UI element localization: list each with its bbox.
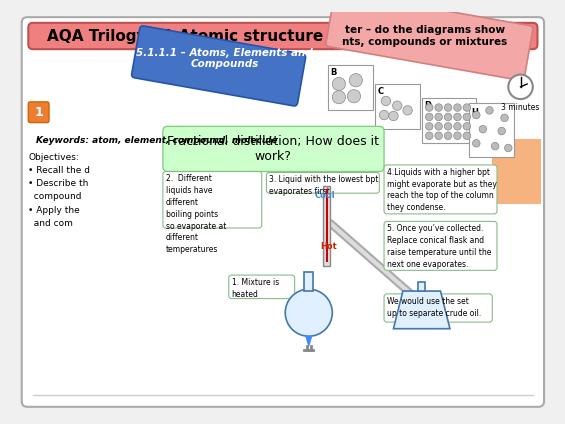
Text: 3. Liquid with the lowest bpt
evaporates first: 3. Liquid with the lowest bpt evaporates… <box>270 175 379 196</box>
FancyBboxPatch shape <box>163 172 262 228</box>
FancyBboxPatch shape <box>132 26 306 106</box>
Circle shape <box>463 113 471 121</box>
Circle shape <box>435 113 442 121</box>
FancyBboxPatch shape <box>229 275 295 298</box>
Circle shape <box>444 123 452 130</box>
Circle shape <box>435 104 442 111</box>
Circle shape <box>498 127 506 135</box>
Circle shape <box>444 104 452 111</box>
FancyBboxPatch shape <box>384 294 492 322</box>
FancyBboxPatch shape <box>492 139 541 204</box>
Circle shape <box>454 123 461 130</box>
FancyBboxPatch shape <box>469 103 514 157</box>
Circle shape <box>393 101 402 110</box>
FancyBboxPatch shape <box>384 165 497 214</box>
Circle shape <box>505 144 512 152</box>
FancyBboxPatch shape <box>21 17 544 407</box>
Circle shape <box>444 132 452 139</box>
Circle shape <box>379 110 389 120</box>
Text: Objectives:
• Recall the d
• Describe th
  compound
• Apply the
  and com: Objectives: • Recall the d • Describe th… <box>28 153 90 228</box>
Circle shape <box>435 123 442 130</box>
FancyBboxPatch shape <box>421 98 476 143</box>
Text: 3 minutes: 3 minutes <box>501 103 540 112</box>
Circle shape <box>472 111 480 119</box>
Text: H: H <box>472 108 479 117</box>
Text: Cool: Cool <box>314 190 335 200</box>
Text: AQA Trilogy C1 Atomic structure and the periodic table: AQA Trilogy C1 Atomic structure and the … <box>47 28 518 44</box>
Circle shape <box>454 132 461 139</box>
Polygon shape <box>306 336 311 346</box>
Text: C: C <box>377 87 384 96</box>
Circle shape <box>425 113 433 121</box>
Circle shape <box>435 132 442 139</box>
Text: 4.Liquids with a higher bpt
might evaporate but as they
reach the top of the col: 4.Liquids with a higher bpt might evapor… <box>387 168 497 212</box>
FancyBboxPatch shape <box>384 221 497 271</box>
Polygon shape <box>393 291 450 329</box>
Circle shape <box>463 123 471 130</box>
Text: 1. Mixture is
heated: 1. Mixture is heated <box>232 278 279 298</box>
Circle shape <box>454 113 461 121</box>
Bar <box>323 186 331 266</box>
Text: 2.  Different
liquids have
different
boiling points
so evaporate at
different
te: 2. Different liquids have different boil… <box>166 174 226 254</box>
FancyBboxPatch shape <box>28 23 537 49</box>
Text: D: D <box>424 101 432 110</box>
Circle shape <box>425 104 433 111</box>
Text: 1: 1 <box>34 106 43 119</box>
Text: We would use the set
up to separate crude oil.: We would use the set up to separate crud… <box>387 297 481 318</box>
Circle shape <box>501 114 509 122</box>
Circle shape <box>425 132 433 139</box>
FancyBboxPatch shape <box>418 282 425 291</box>
Text: Fractional distillation; How does it
work?: Fractional distillation; How does it wor… <box>167 135 379 163</box>
Circle shape <box>389 111 398 121</box>
FancyBboxPatch shape <box>28 102 49 123</box>
Text: ter – do the diagrams show
nts, compounds or mixtures: ter – do the diagrams show nts, compound… <box>342 25 507 47</box>
Circle shape <box>332 91 345 104</box>
Circle shape <box>454 104 461 111</box>
FancyBboxPatch shape <box>328 65 373 110</box>
Circle shape <box>472 139 480 147</box>
Circle shape <box>403 106 412 115</box>
Circle shape <box>349 74 362 87</box>
Circle shape <box>444 113 452 121</box>
Text: 5.1.1.1 – Atoms, Elements and
Compounds: 5.1.1.1 – Atoms, Elements and Compounds <box>136 47 312 69</box>
Circle shape <box>463 104 471 111</box>
FancyBboxPatch shape <box>304 272 314 291</box>
Circle shape <box>347 89 360 103</box>
Circle shape <box>285 289 332 336</box>
FancyBboxPatch shape <box>375 84 420 129</box>
Circle shape <box>492 142 499 150</box>
Text: Keywords: atom, element, compound, molecule: Keywords: atom, element, compound, molec… <box>36 136 277 145</box>
Circle shape <box>381 96 390 106</box>
FancyBboxPatch shape <box>326 0 533 81</box>
Circle shape <box>508 75 533 99</box>
Text: 5. Once you’ve collected.
Replace conical flask and
raise temperature until the
: 5. Once you’ve collected. Replace conica… <box>387 224 491 269</box>
Circle shape <box>425 123 433 130</box>
Circle shape <box>486 106 493 114</box>
FancyBboxPatch shape <box>163 126 384 172</box>
Text: Hot: Hot <box>320 243 337 251</box>
Circle shape <box>463 132 471 139</box>
Circle shape <box>332 78 345 91</box>
Circle shape <box>479 126 486 133</box>
FancyBboxPatch shape <box>267 173 379 193</box>
Text: B: B <box>331 68 337 77</box>
